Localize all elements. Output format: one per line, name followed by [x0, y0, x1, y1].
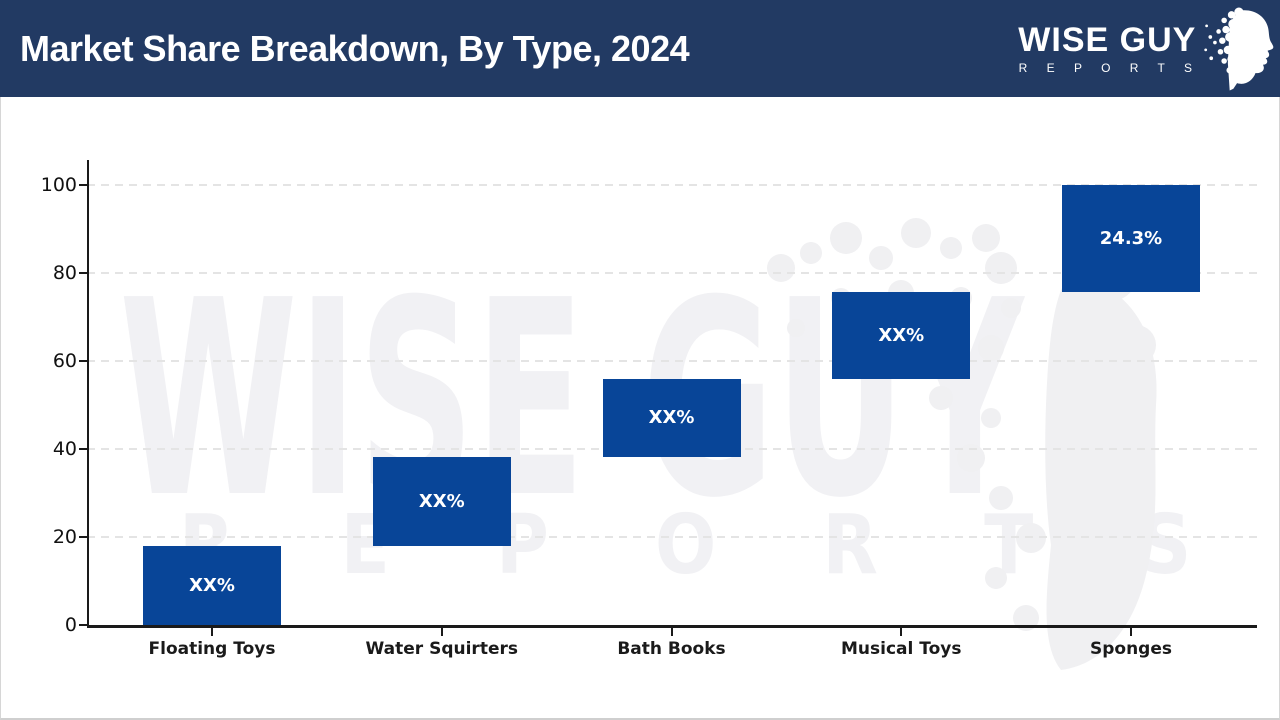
- waterfall-chart: 0 20 40 60 80 100 XX% Floating Toys XX% Water Squ…: [1, 97, 1280, 720]
- y-tick-40: [79, 448, 88, 450]
- x-category-label: Sponges: [1089, 639, 1172, 659]
- bar-value-label: XX%: [418, 490, 465, 512]
- gridline-y100: [87, 184, 1257, 186]
- brand-logo: WISE GUY R E P O R T S: [1015, 0, 1274, 97]
- y-tick-100: [79, 184, 88, 186]
- bar-floating-toys: XX%: [143, 545, 281, 625]
- y-tick-60: [79, 360, 88, 362]
- y-axis-line: [87, 160, 89, 628]
- y-tick-label-100: 100: [40, 174, 77, 196]
- y-tick-0: [79, 624, 88, 626]
- x-category-label: Musical Toys: [841, 639, 962, 659]
- brand-name: WISE GUY: [1018, 20, 1197, 59]
- page-title: Market Share Breakdown, By Type, 2024: [20, 27, 690, 69]
- logo-face-icon: [1204, 6, 1274, 91]
- y-tick-label-80: 80: [52, 262, 77, 284]
- x-tick-2: [670, 628, 673, 636]
- bar-water-squirters: XX%: [372, 456, 511, 546]
- bar-value-label: XX%: [189, 574, 235, 596]
- gridline-y20: [87, 536, 1257, 538]
- y-tick-label-60: 60: [52, 350, 77, 372]
- bar-sponges: 24.3%: [1062, 185, 1200, 292]
- brand-subtitle: R E P O R T S: [1018, 60, 1200, 75]
- bar-value-label: XX%: [648, 407, 695, 429]
- gridline-y80: [87, 272, 1257, 274]
- x-category-label: Floating Toys: [148, 639, 276, 659]
- header: Market Share Breakdown, By Type, 2024 WI…: [0, 0, 1280, 97]
- x-tick-0: [211, 628, 213, 636]
- bar-musical-toys: XX%: [832, 291, 971, 379]
- y-tick-label-20: 20: [52, 526, 77, 548]
- bar-bath-books: XX%: [602, 378, 741, 457]
- bar-value-label: XX%: [878, 324, 925, 346]
- x-tick-1: [440, 628, 443, 636]
- x-category-label: Bath Books: [617, 639, 726, 659]
- y-tick-80: [79, 272, 88, 274]
- brand-logo-text: WISE GUY R E P O R T S: [1015, 23, 1200, 75]
- bar-value-label: 24.3%: [1099, 227, 1163, 249]
- y-tick-label-0: 0: [64, 614, 77, 636]
- y-tick-20: [79, 536, 88, 538]
- x-tick-4: [1130, 628, 1132, 636]
- x-category-label: Water Squirters: [365, 639, 518, 659]
- chart-area: WISE GUY R E P O R T S 0 20 40 60 80 100 XX% Fl…: [0, 97, 1280, 720]
- y-tick-label-40: 40: [52, 438, 77, 460]
- x-tick-3: [900, 628, 903, 636]
- gridline-y60: [87, 360, 1257, 362]
- x-axis-line: [87, 625, 1257, 628]
